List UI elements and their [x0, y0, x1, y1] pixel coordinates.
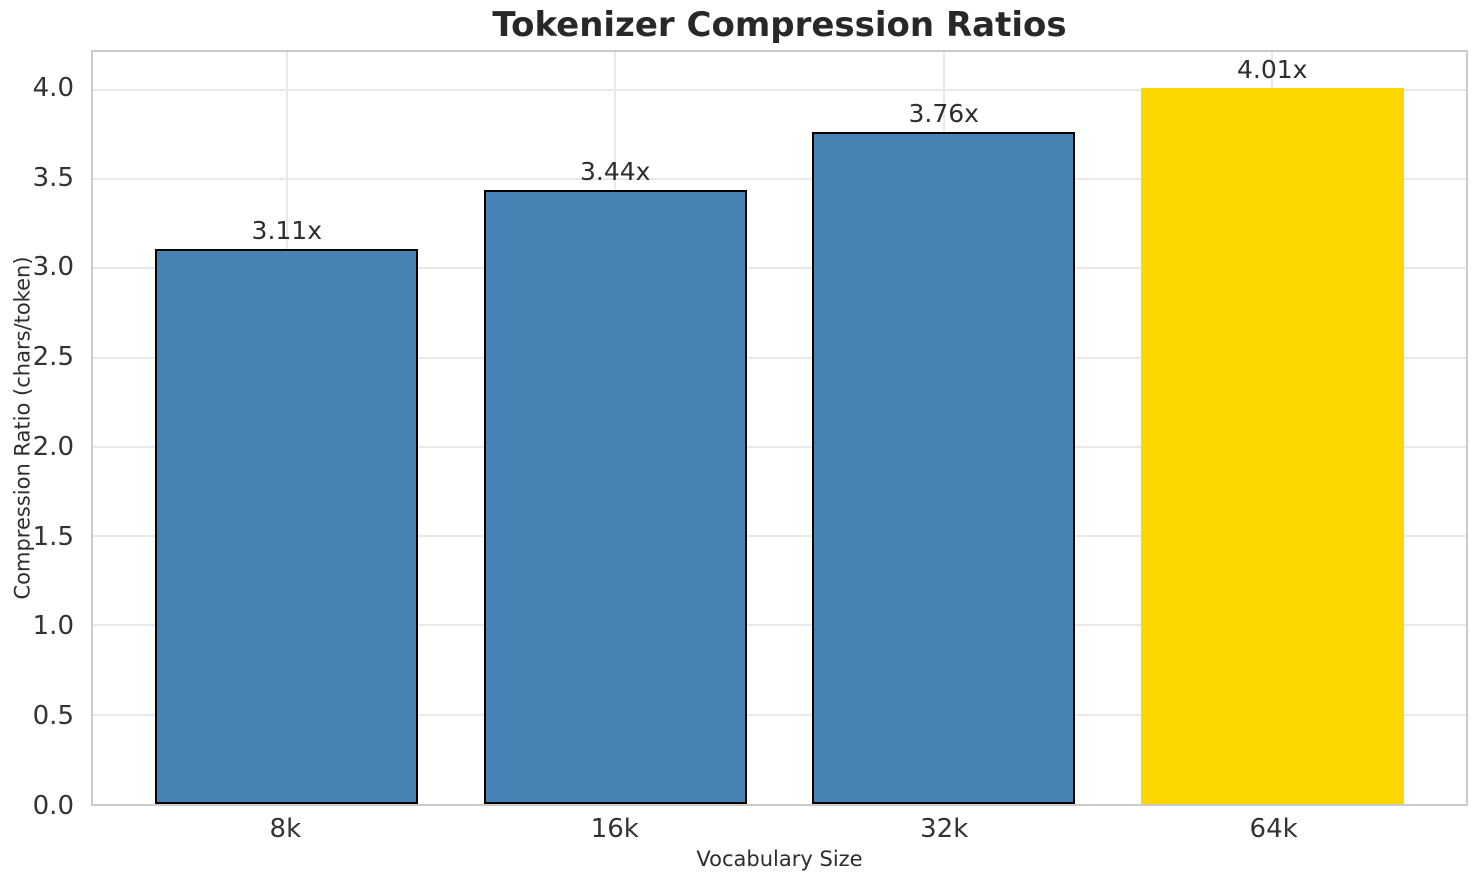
bar-8k — [155, 248, 419, 804]
bar-value-label: 3.76x — [908, 99, 979, 129]
y-tick-label: 3.5 — [32, 162, 74, 193]
y-tick-label: 1.5 — [32, 521, 74, 552]
bar-value-label: 3.44x — [580, 156, 651, 186]
y-tick-label: 3.0 — [32, 252, 74, 283]
gridline-horizontal — [93, 267, 1466, 270]
bar-32k — [812, 132, 1076, 804]
y-tick-label: 2.5 — [32, 342, 74, 373]
y-tick-label: 0.5 — [32, 701, 74, 732]
x-tick-label: 8k — [269, 814, 302, 844]
bar-value-label: 3.11x — [251, 215, 323, 245]
bar-16k — [483, 189, 747, 804]
plot-area: 3.11x 3.44x 3.76x 4.01x — [91, 50, 1468, 806]
gridline-horizontal — [93, 445, 1466, 448]
y-tick-label: 4.0 — [32, 72, 74, 103]
bar-64k — [1140, 87, 1404, 804]
y-tick-label: 1.0 — [32, 611, 74, 642]
gridline-horizontal — [93, 88, 1466, 91]
x-tick-label: 64k — [1249, 814, 1298, 844]
x-tick-label: 16k — [590, 814, 639, 844]
gridline-horizontal — [93, 177, 1466, 180]
gridline-horizontal — [93, 535, 1466, 538]
y-tick-label: 0.0 — [32, 791, 74, 821]
x-tick-label: 32k — [920, 814, 969, 844]
gridline-horizontal — [93, 713, 1466, 716]
y-axis-ticks: 0.0 0.5 1.0 1.5 2.0 2.5 3.0 3.5 4.0 — [0, 50, 84, 819]
gridline-horizontal — [93, 356, 1466, 359]
bar-value-label: 4.01x — [1236, 54, 1308, 84]
chart-title: Tokenizer Compression Ratios — [492, 5, 1067, 45]
gridline-horizontal — [93, 624, 1466, 627]
x-axis-ticks: 8k 16k 32k 64k — [91, 808, 1468, 850]
x-axis-title: Vocabulary Size — [696, 847, 863, 871]
y-tick-label: 2.0 — [32, 431, 74, 462]
